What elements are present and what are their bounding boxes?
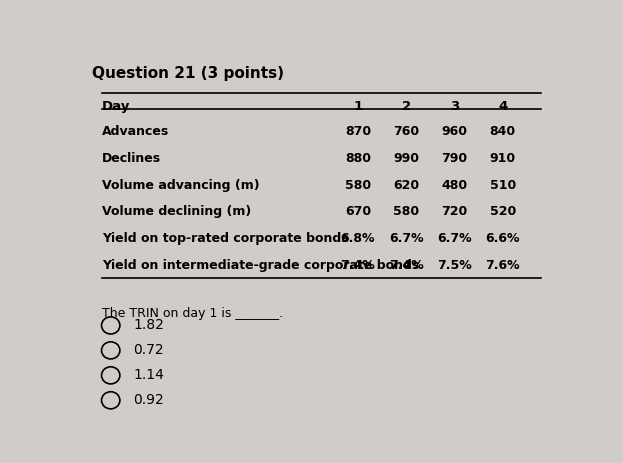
Text: 480: 480 [442, 179, 467, 192]
Text: Volume advancing (m): Volume advancing (m) [102, 179, 260, 192]
Text: 4: 4 [498, 100, 507, 113]
Text: 7.4%: 7.4% [389, 259, 424, 272]
Text: 6.7%: 6.7% [437, 232, 472, 245]
Text: 0.92: 0.92 [133, 393, 164, 407]
Text: 910: 910 [490, 152, 516, 165]
Text: Yield on top-rated corporate bonds: Yield on top-rated corporate bonds [102, 232, 349, 245]
Text: 7.4%: 7.4% [341, 259, 375, 272]
Text: 6.7%: 6.7% [389, 232, 424, 245]
Text: Day: Day [102, 100, 130, 113]
Text: 1.82: 1.82 [133, 319, 164, 332]
Text: 2: 2 [402, 100, 411, 113]
Text: 510: 510 [490, 179, 516, 192]
Text: 6.6%: 6.6% [485, 232, 520, 245]
Text: 720: 720 [441, 205, 468, 218]
Text: 620: 620 [393, 179, 419, 192]
Text: 880: 880 [345, 152, 371, 165]
Text: 6.8%: 6.8% [341, 232, 375, 245]
Text: 7.6%: 7.6% [485, 259, 520, 272]
Text: Question 21 (3 points): Question 21 (3 points) [92, 66, 284, 81]
Text: 670: 670 [345, 205, 371, 218]
Text: 760: 760 [393, 125, 419, 138]
Text: 0.72: 0.72 [133, 344, 164, 357]
Text: 580: 580 [345, 179, 371, 192]
Text: Yield on intermediate-grade corporate bonds: Yield on intermediate-grade corporate bo… [102, 259, 419, 272]
Text: 1: 1 [353, 100, 363, 113]
Text: 520: 520 [490, 205, 516, 218]
Text: 7.5%: 7.5% [437, 259, 472, 272]
Text: 870: 870 [345, 125, 371, 138]
Text: Volume declining (m): Volume declining (m) [102, 205, 251, 218]
Text: 990: 990 [393, 152, 419, 165]
Text: Declines: Declines [102, 152, 161, 165]
Text: The TRIN on day 1 is _______.: The TRIN on day 1 is _______. [102, 307, 283, 320]
Text: 3: 3 [450, 100, 459, 113]
Text: 790: 790 [442, 152, 467, 165]
Text: 960: 960 [442, 125, 467, 138]
Text: 840: 840 [490, 125, 516, 138]
Text: 1.14: 1.14 [133, 369, 164, 382]
Text: Advances: Advances [102, 125, 169, 138]
Text: 580: 580 [393, 205, 419, 218]
